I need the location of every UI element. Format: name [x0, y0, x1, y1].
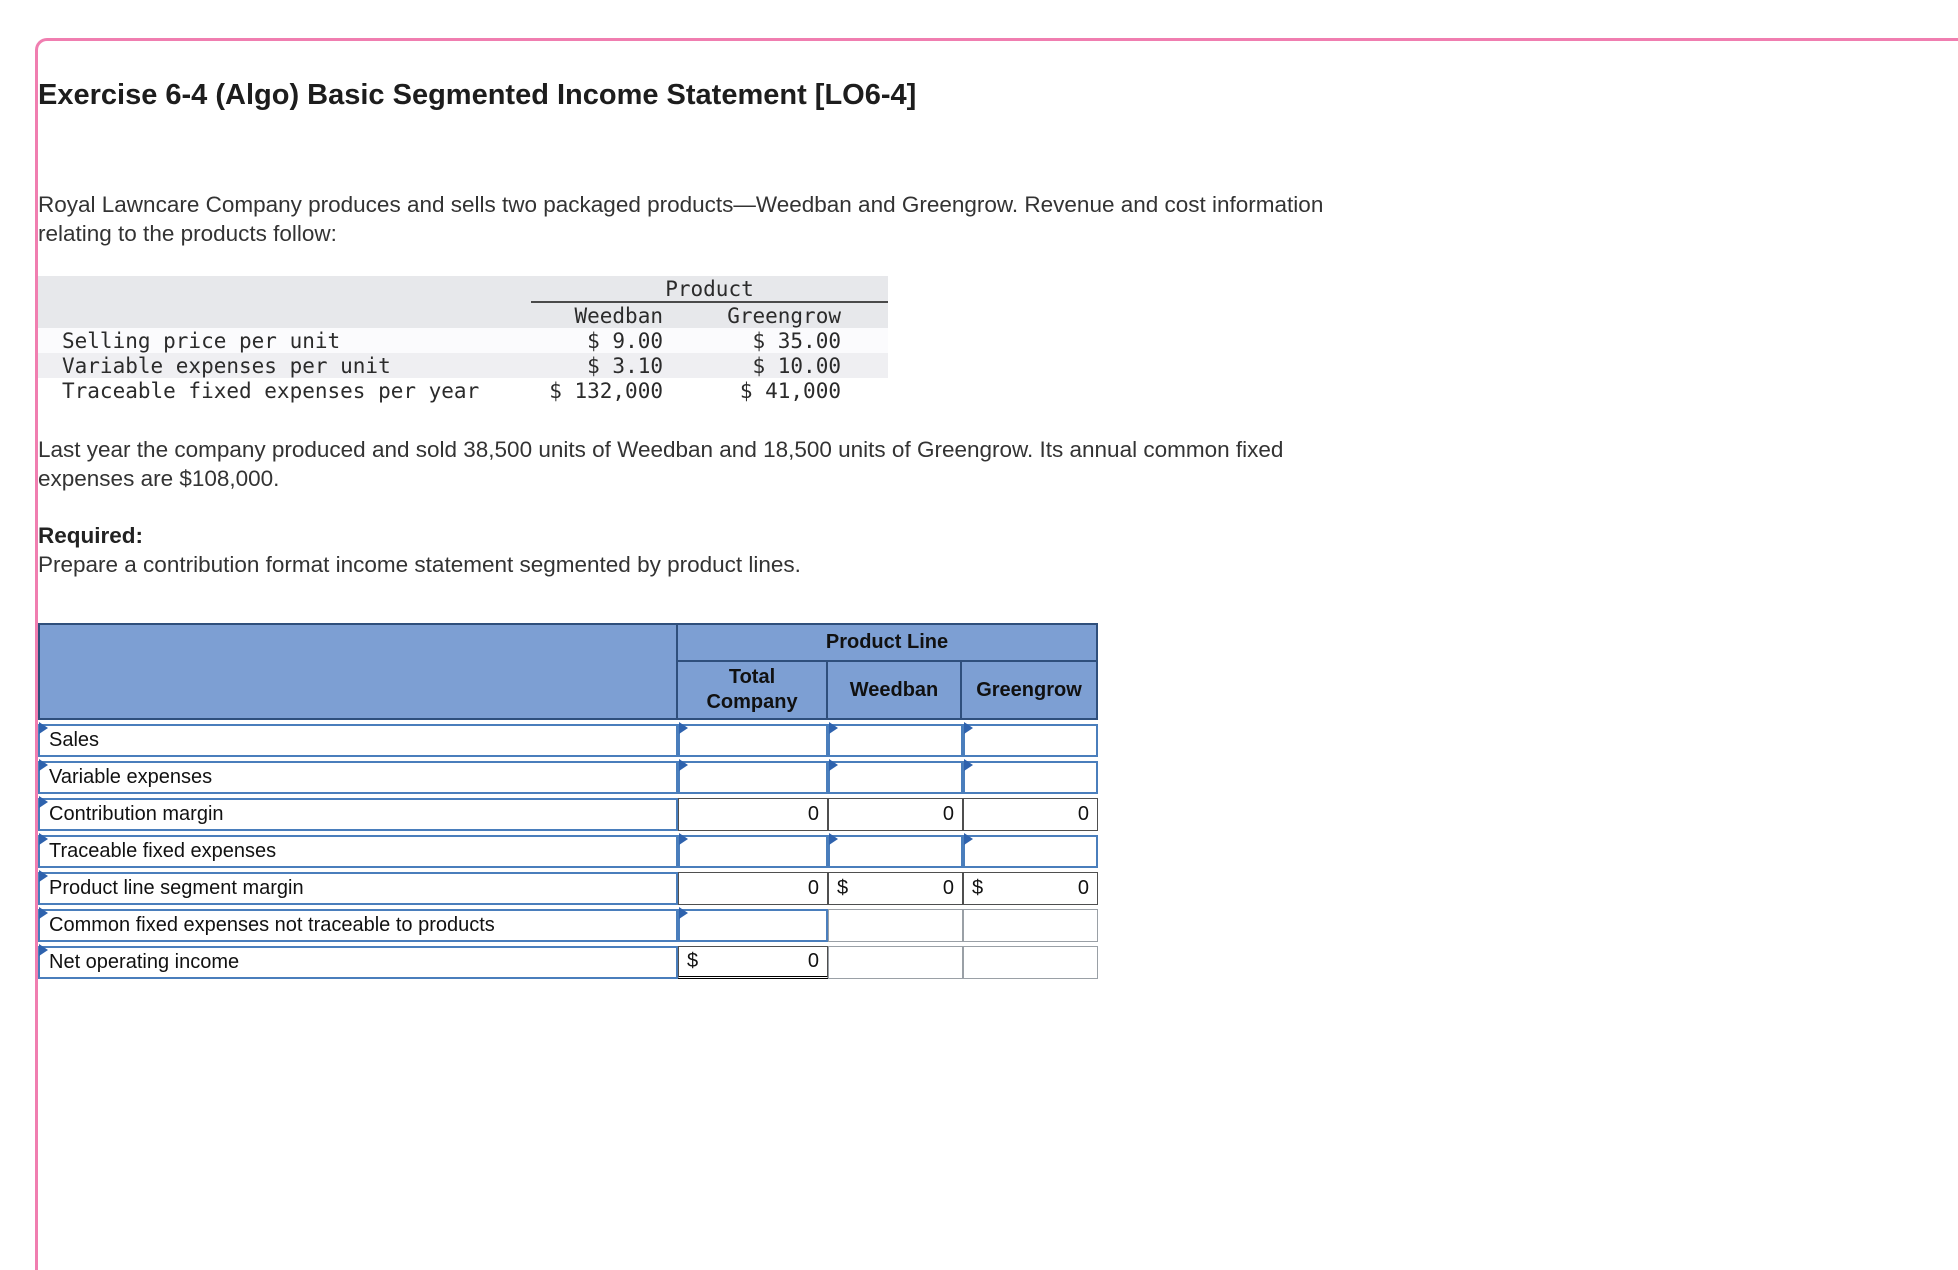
info-row-label: Traceable fixed expenses per year [62, 378, 480, 403]
input-sales-greengrow[interactable] [963, 724, 1098, 757]
row-label-net-operating-income[interactable]: Net operating income [38, 946, 678, 979]
info-table-group-header: Product [531, 276, 888, 303]
product-info-table: Product Weedban Greengrow Selling price … [38, 276, 888, 403]
info-value-weedban: $ 132,000 [549, 378, 663, 403]
row-net-operating-income: Net operating income $ 0 [38, 946, 1098, 979]
calc-segment-total: 0 [678, 872, 828, 905]
info-col-greengrow: Greengrow [727, 303, 841, 328]
info-value-greengrow: $ 35.00 [752, 328, 841, 353]
row-label-common-fixed[interactable]: Common fixed expenses not traceable to p… [38, 909, 678, 942]
required-text: Prepare a contribution format income sta… [38, 552, 801, 577]
info-row-label: Variable expenses per unit [62, 353, 391, 378]
blank-noi-weedban [828, 946, 963, 979]
row-sales: Sales [38, 724, 1098, 757]
intro-paragraph: Royal Lawncare Company produces and sell… [38, 190, 1938, 248]
row-variable-expenses: Variable expenses [38, 761, 1098, 794]
page-title: Exercise 6-4 (Algo) Basic Segmented Inco… [38, 79, 917, 111]
calc-noi-total: $ 0 [678, 946, 828, 979]
info-row-selling-price: Selling price per unit $ 9.00 $ 35.00 [38, 328, 888, 353]
input-sales-weedban[interactable] [828, 724, 963, 757]
info-value-greengrow: $ 41,000 [739, 378, 841, 403]
calc-contribution-greengrow: 0 [963, 798, 1098, 831]
noi-total-value: 0 [807, 950, 819, 972]
blank-common-fixed-weedban [828, 909, 963, 942]
row-label-segment-margin[interactable]: Product line segment margin [38, 872, 678, 905]
middle-line2: expenses are $108,000. [38, 466, 280, 491]
info-value-weedban: $ 3.10 [587, 353, 663, 378]
header-col-total-company: Total Company [678, 662, 828, 718]
row-label-contribution-margin[interactable]: Contribution margin [38, 798, 678, 831]
info-row-traceable-fixed: Traceable fixed expenses per year $ 132,… [38, 378, 888, 403]
info-col-weedban: Weedban [574, 303, 663, 328]
currency-symbol: $ [837, 877, 849, 899]
calc-contribution-total: 0 [678, 798, 828, 831]
input-variable-greengrow[interactable] [963, 761, 1098, 794]
header-col-greengrow: Greengrow [976, 678, 1082, 701]
exercise-content: Exercise 6-4 (Algo) Basic Segmented Inco… [38, 41, 1938, 979]
input-variable-total[interactable] [678, 761, 828, 794]
answer-table-header: Product Line Total Company Weedban Green… [38, 623, 1098, 720]
required-label: Required: [38, 523, 144, 548]
input-traceable-greengrow[interactable] [963, 835, 1098, 868]
input-common-fixed-total[interactable] [678, 909, 828, 942]
blank-common-fixed-greengrow [963, 909, 1098, 942]
row-label-traceable-fixed[interactable]: Traceable fixed expenses [38, 835, 678, 868]
row-traceable-fixed: Traceable fixed expenses [38, 835, 1098, 868]
currency-symbol: $ [972, 877, 984, 899]
input-traceable-total[interactable] [678, 835, 828, 868]
info-value-weedban: $ 9.00 [587, 328, 663, 353]
row-contribution-margin: Contribution margin 0 0 0 [38, 798, 1098, 831]
header-col-weedban: Weedban [828, 662, 962, 718]
input-variable-weedban[interactable] [828, 761, 963, 794]
segment-greengrow-value: 0 [1077, 877, 1089, 899]
row-common-fixed: Common fixed expenses not traceable to p… [38, 909, 1098, 942]
info-row-label: Selling price per unit [62, 328, 341, 353]
blank-noi-greengrow [963, 946, 1098, 979]
header-empty-cell [40, 625, 678, 718]
intro-line1: Royal Lawncare Company produces and sell… [38, 192, 1324, 217]
calc-segment-greengrow: $ 0 [963, 872, 1098, 905]
input-sales-total[interactable] [678, 724, 828, 757]
middle-paragraph: Last year the company produced and sold … [38, 435, 1938, 493]
currency-symbol: $ [687, 950, 699, 972]
answer-table: Product Line Total Company Weedban Green… [38, 623, 1098, 979]
row-label-variable-expenses[interactable]: Variable expenses [38, 761, 678, 794]
info-value-greengrow: $ 10.00 [752, 353, 841, 378]
row-segment-margin: Product line segment margin 0 $ 0 $ 0 [38, 872, 1098, 905]
input-traceable-weedban[interactable] [828, 835, 963, 868]
middle-line1: Last year the company produced and sold … [38, 437, 1284, 462]
segment-weedban-value: 0 [942, 877, 954, 899]
calc-contribution-weedban: 0 [828, 798, 963, 831]
intro-line2: relating to the products follow: [38, 221, 337, 246]
calc-segment-weedban: $ 0 [828, 872, 963, 905]
row-label-sales[interactable]: Sales [38, 724, 678, 757]
header-product-line: Product Line [678, 625, 1096, 662]
required-block: Required: Prepare a contribution format i… [38, 521, 1938, 579]
info-row-variable-expenses: Variable expenses per unit $ 3.10 $ 10.0… [38, 353, 888, 378]
